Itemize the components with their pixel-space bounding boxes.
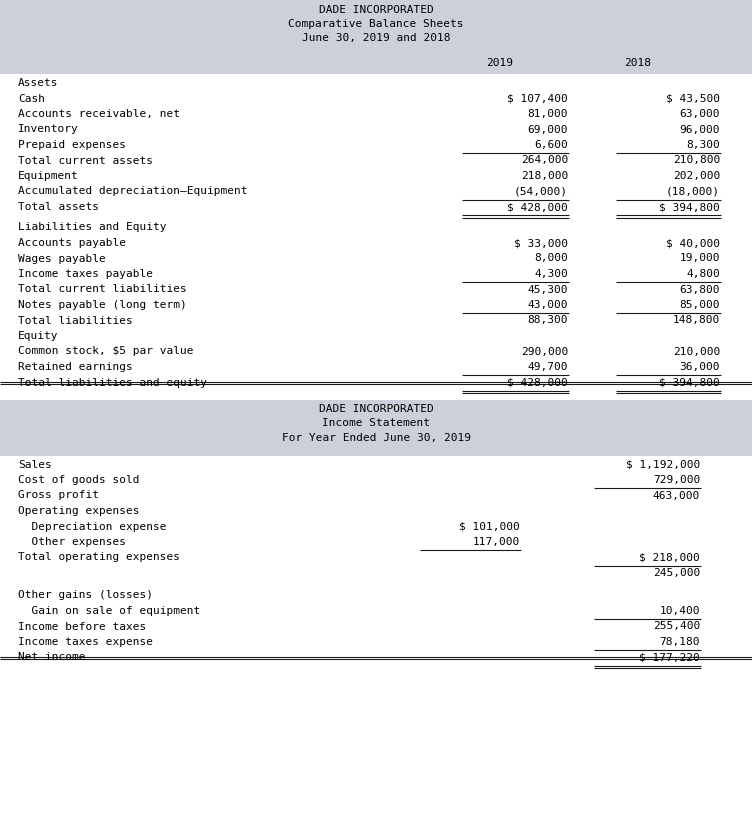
Text: Accounts receivable, net: Accounts receivable, net <box>18 109 180 119</box>
Text: $ 40,000: $ 40,000 <box>666 238 720 248</box>
Text: 255,400: 255,400 <box>653 622 700 631</box>
Text: 8,300: 8,300 <box>687 140 720 150</box>
Text: 43,000: 43,000 <box>527 300 568 310</box>
Text: Prepaid expenses: Prepaid expenses <box>18 140 126 150</box>
Text: Cost of goods sold: Cost of goods sold <box>18 475 140 485</box>
Text: $ 43,500: $ 43,500 <box>666 93 720 103</box>
Text: Income before taxes: Income before taxes <box>18 622 146 631</box>
Text: Income taxes expense: Income taxes expense <box>18 637 153 647</box>
Text: Assets: Assets <box>18 78 59 88</box>
Text: Operating expenses: Operating expenses <box>18 506 140 516</box>
Text: Total operating expenses: Total operating expenses <box>18 553 180 563</box>
Text: 36,000: 36,000 <box>680 362 720 372</box>
Text: $ 218,000: $ 218,000 <box>639 553 700 563</box>
Text: $ 394,800: $ 394,800 <box>660 378 720 387</box>
Text: (54,000): (54,000) <box>514 187 568 197</box>
Text: Cash: Cash <box>18 93 45 103</box>
Text: Income Statement: Income Statement <box>322 419 430 428</box>
Text: Common stock, $5 par value: Common stock, $5 par value <box>18 346 193 356</box>
Text: 49,700: 49,700 <box>527 362 568 372</box>
Text: 19,000: 19,000 <box>680 254 720 264</box>
Text: 2019: 2019 <box>487 58 514 68</box>
Text: 290,000: 290,000 <box>520 346 568 356</box>
Text: Other expenses: Other expenses <box>18 537 126 547</box>
Text: Other gains (losses): Other gains (losses) <box>18 590 153 600</box>
Text: Retained earnings: Retained earnings <box>18 362 133 372</box>
Text: For Year Ended June 30, 2019: For Year Ended June 30, 2019 <box>281 432 471 442</box>
Text: Sales: Sales <box>18 459 52 469</box>
Text: 63,000: 63,000 <box>680 109 720 119</box>
Text: Accounts payable: Accounts payable <box>18 238 126 248</box>
Text: Total assets: Total assets <box>18 202 99 212</box>
Text: 210,000: 210,000 <box>673 346 720 356</box>
Text: Accumulated depreciation–Equipment: Accumulated depreciation–Equipment <box>18 187 247 197</box>
Text: $ 107,400: $ 107,400 <box>508 93 568 103</box>
Text: 69,000: 69,000 <box>527 124 568 134</box>
Text: 202,000: 202,000 <box>673 171 720 181</box>
Text: DADE INCORPORATED: DADE INCORPORATED <box>319 5 433 15</box>
Text: Equipment: Equipment <box>18 171 79 181</box>
Text: Income taxes payable: Income taxes payable <box>18 269 153 279</box>
Text: Notes payable (long term): Notes payable (long term) <box>18 300 186 310</box>
Text: $ 33,000: $ 33,000 <box>514 238 568 248</box>
Text: $ 101,000: $ 101,000 <box>459 522 520 532</box>
Text: $ 177,220: $ 177,220 <box>639 653 700 663</box>
Text: DADE INCORPORATED: DADE INCORPORATED <box>319 405 433 414</box>
Text: $ 394,800: $ 394,800 <box>660 202 720 212</box>
Text: 78,180: 78,180 <box>660 637 700 647</box>
Text: Liabilities and Equity: Liabilities and Equity <box>18 223 166 233</box>
Text: 463,000: 463,000 <box>653 491 700 500</box>
Text: Wages payable: Wages payable <box>18 254 106 264</box>
Text: $ 1,192,000: $ 1,192,000 <box>626 459 700 469</box>
Text: Total liabilities and equity: Total liabilities and equity <box>18 378 207 387</box>
Text: 85,000: 85,000 <box>680 300 720 310</box>
Text: $ 428,000: $ 428,000 <box>508 378 568 387</box>
Text: Gain on sale of equipment: Gain on sale of equipment <box>18 606 200 616</box>
Text: $ 428,000: $ 428,000 <box>508 202 568 212</box>
Text: 4,300: 4,300 <box>534 269 568 279</box>
Text: Net income: Net income <box>18 653 86 663</box>
Bar <box>0 400 752 455</box>
Text: 264,000: 264,000 <box>520 156 568 165</box>
Text: 729,000: 729,000 <box>653 475 700 485</box>
Text: Total current liabilities: Total current liabilities <box>18 284 186 295</box>
Bar <box>0 0 752 74</box>
Text: Depreciation expense: Depreciation expense <box>18 522 166 532</box>
Text: Inventory: Inventory <box>18 124 79 134</box>
Text: 45,300: 45,300 <box>527 284 568 295</box>
Text: 8,000: 8,000 <box>534 254 568 264</box>
Text: 10,400: 10,400 <box>660 606 700 616</box>
Text: 6,600: 6,600 <box>534 140 568 150</box>
Bar <box>0 455 752 819</box>
Text: 2018: 2018 <box>624 58 651 68</box>
Text: 117,000: 117,000 <box>473 537 520 547</box>
Text: 4,800: 4,800 <box>687 269 720 279</box>
Text: Comparative Balance Sheets: Comparative Balance Sheets <box>288 19 464 29</box>
Text: 96,000: 96,000 <box>680 124 720 134</box>
Text: Total liabilities: Total liabilities <box>18 315 133 325</box>
Text: June 30, 2019 and 2018: June 30, 2019 and 2018 <box>302 33 450 43</box>
Text: 210,800: 210,800 <box>673 156 720 165</box>
Text: Gross profit: Gross profit <box>18 491 99 500</box>
Text: 88,300: 88,300 <box>527 315 568 325</box>
Text: Total current assets: Total current assets <box>18 156 153 165</box>
Text: 63,800: 63,800 <box>680 284 720 295</box>
Text: 148,800: 148,800 <box>673 315 720 325</box>
Text: 245,000: 245,000 <box>653 568 700 578</box>
Text: 218,000: 218,000 <box>520 171 568 181</box>
Text: Equity: Equity <box>18 331 59 341</box>
Text: (18,000): (18,000) <box>666 187 720 197</box>
Text: 81,000: 81,000 <box>527 109 568 119</box>
